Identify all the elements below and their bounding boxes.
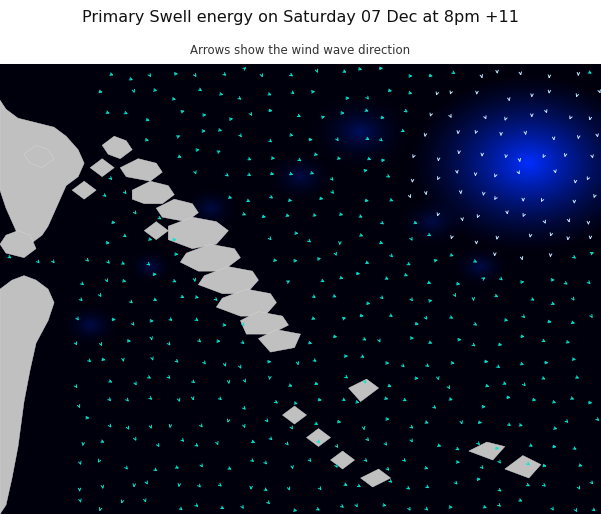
Polygon shape: [156, 199, 198, 222]
Polygon shape: [132, 181, 174, 204]
Polygon shape: [72, 181, 96, 199]
Polygon shape: [168, 217, 228, 249]
Text: Primary Swell energy on Saturday 07 Dec at 8pm +11: Primary Swell energy on Saturday 07 Dec …: [82, 10, 519, 26]
Polygon shape: [361, 469, 391, 487]
Polygon shape: [24, 145, 54, 168]
Polygon shape: [102, 136, 132, 159]
Polygon shape: [331, 451, 355, 469]
Polygon shape: [198, 267, 258, 293]
Polygon shape: [180, 244, 240, 271]
Polygon shape: [144, 222, 168, 240]
Polygon shape: [0, 276, 54, 514]
Polygon shape: [349, 379, 379, 401]
Polygon shape: [307, 429, 331, 447]
Polygon shape: [90, 159, 114, 177]
Polygon shape: [469, 442, 505, 460]
Polygon shape: [0, 231, 36, 258]
Polygon shape: [120, 159, 162, 181]
Polygon shape: [216, 289, 276, 316]
Polygon shape: [282, 406, 307, 424]
Polygon shape: [258, 329, 300, 352]
Polygon shape: [240, 311, 288, 334]
Text: Arrows show the wind wave direction: Arrows show the wind wave direction: [191, 44, 410, 57]
Polygon shape: [0, 100, 84, 244]
Polygon shape: [505, 455, 541, 478]
